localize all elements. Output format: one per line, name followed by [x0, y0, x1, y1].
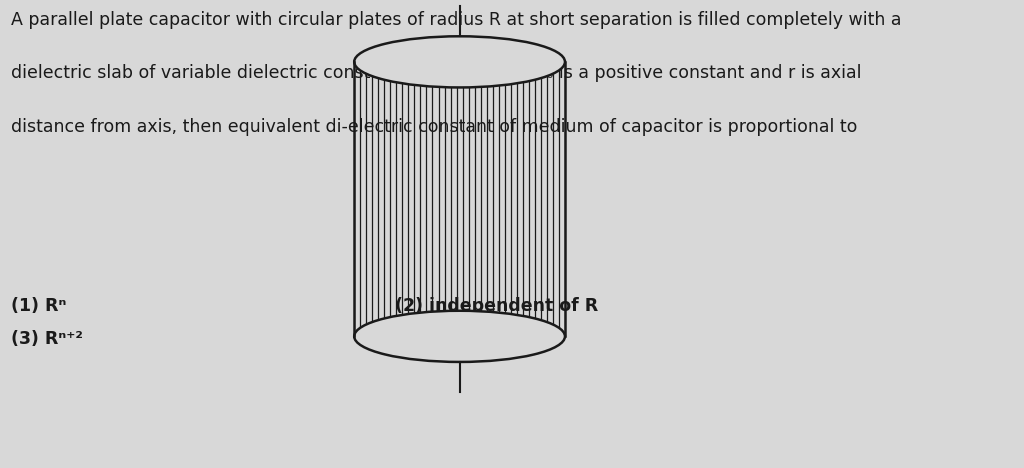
Text: (1) Rⁿ: (1) Rⁿ	[10, 297, 66, 315]
Text: dielectric slab of variable dielectric constant k = k₀rⁿ where k₀ is a positive : dielectric slab of variable dielectric c…	[10, 64, 861, 82]
Text: (2) independent of R: (2) independent of R	[395, 297, 599, 315]
Text: distance from axis, then equivalent di-electric constant of medium of capacitor : distance from axis, then equivalent di-e…	[10, 117, 857, 136]
Text: (4) R: (4) R	[395, 329, 442, 348]
Ellipse shape	[354, 37, 565, 88]
Text: (3) Rⁿ⁺²: (3) Rⁿ⁺²	[10, 329, 83, 348]
Ellipse shape	[354, 311, 565, 362]
Text: A parallel plate capacitor with circular plates of radius R at short separation : A parallel plate capacitor with circular…	[10, 11, 901, 29]
